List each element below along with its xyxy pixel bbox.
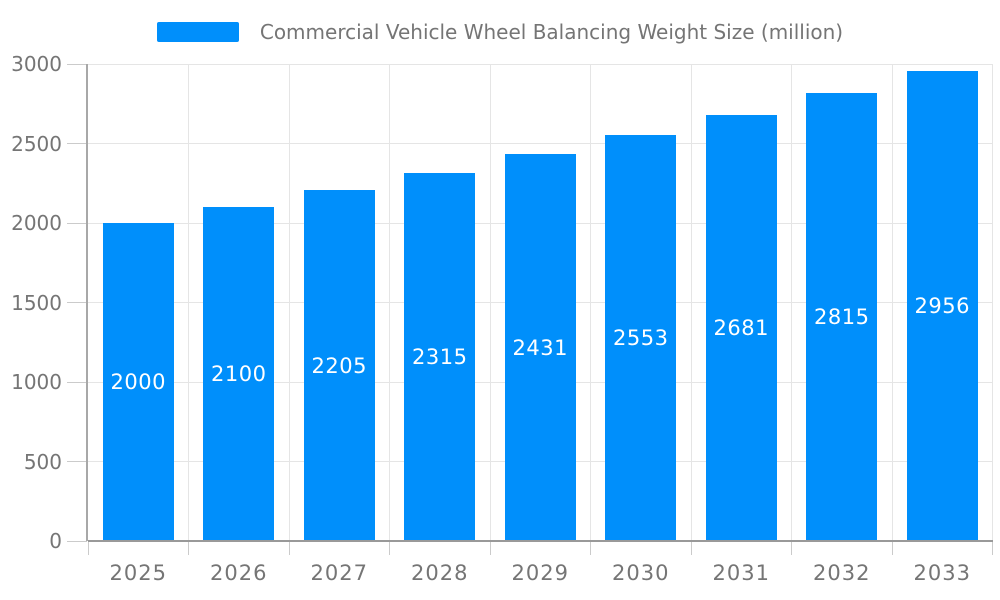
bar-2030[interactable]: 2553	[605, 135, 677, 541]
bar-value-label: 2553	[613, 326, 669, 351]
x-axis-tick	[791, 541, 792, 555]
y-axis-label: 1000	[11, 370, 62, 394]
bar-2033[interactable]: 2956	[906, 70, 978, 541]
y-axis-label: 2500	[11, 131, 62, 156]
legend-item[interactable]: Commercial Vehicle Wheel Balancing Weigh…	[0, 22, 1000, 42]
bar-2026[interactable]: 2100	[203, 207, 275, 541]
x-axis-label: 2031	[712, 561, 770, 585]
bar-2027[interactable]: 2205	[303, 190, 375, 541]
bar-2029[interactable]: 2431	[504, 154, 576, 541]
gridline-vertical	[188, 64, 189, 541]
bar-value-label: 2100	[211, 362, 267, 387]
bar-2031[interactable]: 2681	[705, 114, 777, 541]
y-axis-tick	[67, 461, 87, 462]
x-axis-tick	[389, 541, 390, 555]
bar-2025[interactable]: 2000	[102, 223, 174, 541]
gridline-vertical	[489, 64, 491, 541]
x-axis-tick	[188, 541, 189, 555]
legend-label: Commercial Vehicle Wheel Balancing Weigh…	[259, 20, 844, 44]
x-axis-label: 2029	[511, 561, 569, 585]
gridline-vertical	[590, 64, 591, 541]
x-axis-label: 2028	[411, 561, 469, 585]
y-axis-label: 2000	[11, 211, 62, 235]
x-axis-tick	[590, 541, 591, 555]
x-axis-tick	[87, 541, 89, 555]
bar-2028[interactable]: 2315	[404, 172, 476, 541]
gridline-horizontal	[88, 143, 993, 144]
legend-marker	[156, 22, 239, 42]
x-axis-label: 2027	[310, 561, 368, 585]
y-axis-tick	[67, 540, 87, 542]
gridline-vertical	[791, 64, 792, 541]
y-axis-tick	[67, 143, 87, 144]
y-axis-tick	[67, 302, 87, 303]
bar-value-label: 2315	[412, 344, 468, 369]
bar-value-label: 2681	[713, 315, 769, 340]
y-axis-line	[86, 64, 88, 541]
gridline-horizontal	[88, 63, 993, 65]
x-axis-tick	[891, 541, 893, 555]
y-axis-label: 0	[49, 529, 62, 553]
x-axis-label: 2026	[210, 561, 268, 585]
x-axis-label: 2030	[612, 561, 670, 585]
x-axis-line	[88, 540, 993, 542]
y-axis-tick	[67, 381, 87, 383]
gridline-vertical	[389, 64, 390, 541]
gridline-vertical	[992, 64, 993, 541]
bar-value-label: 2956	[914, 293, 970, 318]
bar-value-label: 2000	[110, 370, 166, 394]
x-axis-tick	[690, 541, 692, 555]
y-axis-tick	[67, 222, 87, 224]
x-axis-label: 2032	[813, 561, 871, 585]
y-axis-label: 500	[23, 449, 62, 474]
bar-value-label: 2205	[311, 353, 367, 378]
bar-value-label: 2815	[814, 305, 870, 330]
x-axis-label: 2025	[109, 561, 167, 585]
gridline-vertical	[690, 64, 692, 541]
y-axis-tick	[67, 63, 87, 65]
y-axis-label: 3000	[11, 52, 62, 76]
gridline-vertical	[288, 64, 290, 541]
x-axis-label: 2033	[913, 561, 971, 585]
x-axis-tick	[992, 541, 993, 555]
gridline-vertical	[891, 64, 893, 541]
bar-2032[interactable]: 2815	[806, 93, 878, 541]
x-axis-tick	[288, 541, 290, 555]
bar-value-label: 2431	[512, 335, 568, 360]
y-axis-label: 1500	[11, 290, 62, 315]
x-axis-tick	[489, 541, 491, 555]
